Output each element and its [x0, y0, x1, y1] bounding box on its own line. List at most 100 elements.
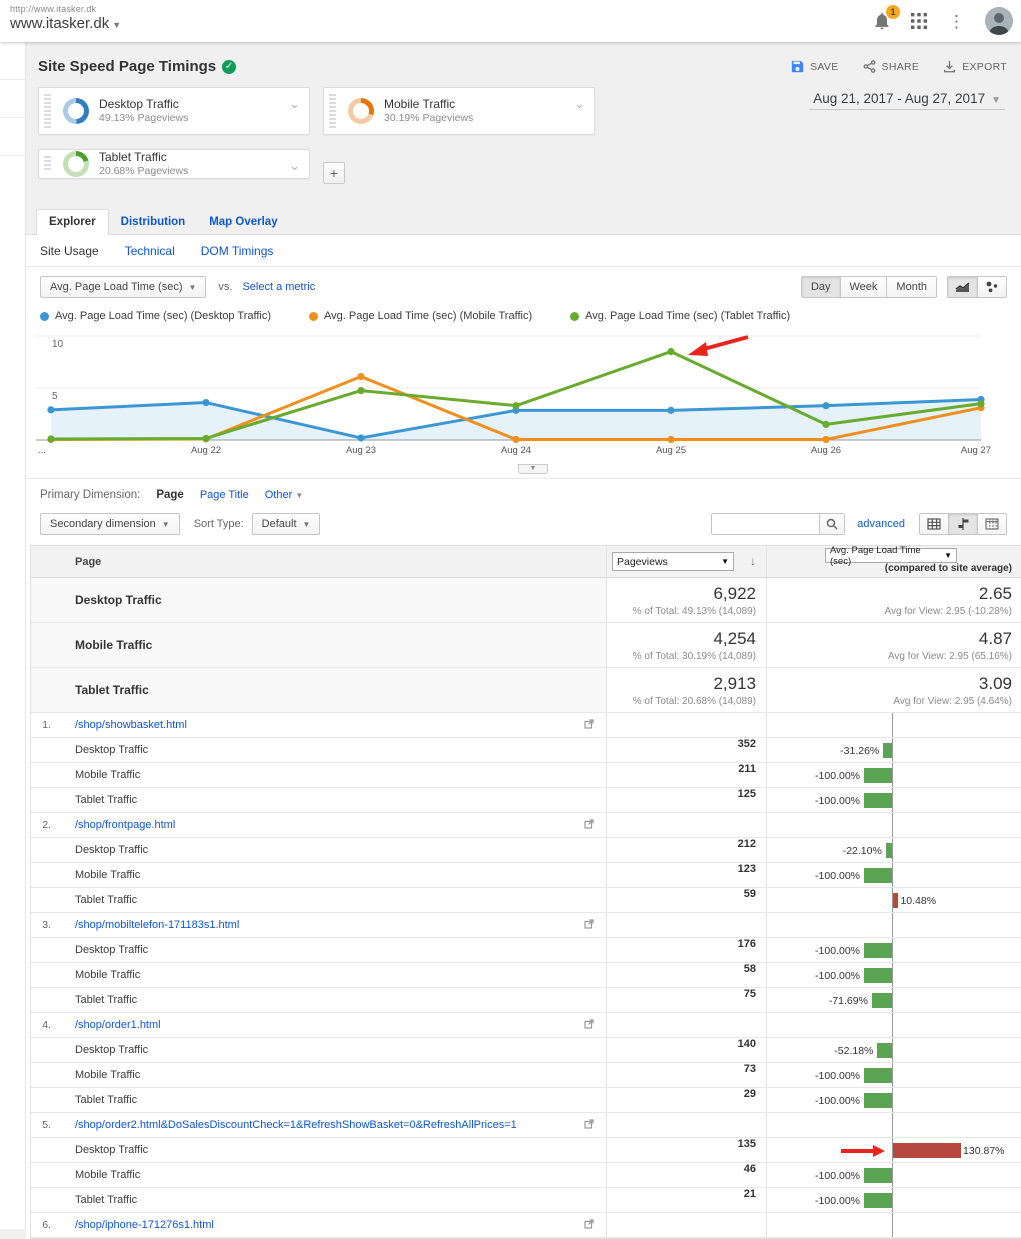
comparison-bar: [893, 1143, 961, 1158]
page-title: Site Speed Page Timings: [38, 58, 216, 75]
select-metric-link[interactable]: Select a metric: [242, 281, 315, 293]
sub-row-segment-name: Mobile Traffic: [57, 969, 606, 981]
line-chart-icon: [955, 281, 970, 293]
chevron-down-icon[interactable]: ⌄: [574, 96, 585, 112]
sub-row-segment-name: Tablet Traffic: [57, 794, 606, 806]
sub-row-segment-name: Tablet Traffic: [57, 994, 606, 1006]
pageviews-column-dropdown[interactable]: Pageviews▼: [612, 552, 734, 571]
save-button[interactable]: SAVE: [791, 60, 838, 73]
comparison-view-icon: [956, 518, 970, 530]
page-url-link[interactable]: /shop/mobiltelefon-171183s1.html: [57, 919, 606, 932]
advanced-filter-link[interactable]: advanced: [857, 518, 905, 530]
tab-distribution[interactable]: Distribution: [109, 210, 198, 235]
tab-map-overlay[interactable]: Map Overlay: [197, 210, 289, 235]
external-link-icon[interactable]: [584, 819, 594, 832]
granularity-day[interactable]: Day: [801, 276, 841, 298]
motion-chart-view-button[interactable]: [978, 276, 1007, 298]
account-selector[interactable]: www.itasker.dk▼: [10, 15, 121, 32]
sub-row-pageviews: 135: [607, 1138, 766, 1150]
comparison-percent: -100.00%: [815, 1195, 860, 1207]
table-search-input[interactable]: [711, 513, 819, 535]
external-link-icon[interactable]: [584, 919, 594, 932]
external-link-icon[interactable]: [584, 1119, 594, 1132]
drag-handle-icon[interactable]: [44, 156, 51, 172]
comparison-bar: [864, 943, 892, 958]
column-header-page[interactable]: Page: [57, 556, 606, 568]
comparison-view-button[interactable]: [949, 513, 978, 535]
summary-avg-load-time: 2.65: [767, 584, 1012, 604]
search-icon: [826, 518, 838, 530]
vs-label: vs.: [218, 281, 232, 293]
row-index: 3.: [31, 919, 57, 931]
chevron-down-icon: ▼: [112, 20, 121, 30]
dropdown-triangle-icon: ▼: [721, 557, 729, 566]
sub-row-segment-name: Desktop Traffic: [57, 744, 606, 756]
sub-row-segment-name: Tablet Traffic: [57, 1194, 606, 1206]
external-link-icon[interactable]: [584, 1219, 594, 1232]
timeline-expander[interactable]: ▼: [518, 464, 548, 474]
comparison-percent: -100.00%: [815, 1095, 860, 1107]
subtab-dom-timings[interactable]: DOM Timings: [201, 244, 274, 258]
sort-type-dropdown[interactable]: Default▼: [252, 513, 321, 535]
pivot-view-button[interactable]: [978, 513, 1007, 535]
page-url-link[interactable]: /shop/order1.html: [57, 1019, 606, 1032]
avatar[interactable]: [985, 7, 1013, 35]
line-chart-view-button[interactable]: [947, 276, 978, 298]
search-button[interactable]: [819, 513, 845, 535]
chevron-down-icon[interactable]: ⌄: [289, 96, 300, 112]
collapsed-sidebar[interactable]: [0, 42, 26, 1229]
segment-donut-icon: [348, 98, 374, 124]
secondary-dimension-button[interactable]: Secondary dimension▼: [40, 513, 180, 535]
page-url-link[interactable]: /shop/order2.html&DoSalesDiscountCheck=1…: [57, 1119, 606, 1132]
subtab-site-usage[interactable]: Site Usage: [40, 244, 99, 258]
dimension-page-title[interactable]: Page Title: [200, 489, 249, 501]
add-segment-button[interactable]: +: [323, 162, 345, 184]
metric-dropdown[interactable]: Avg. Page Load Time (sec)▼: [40, 276, 206, 298]
external-link-icon[interactable]: [584, 719, 594, 732]
comparison-bar: [864, 1093, 892, 1108]
subtab-technical[interactable]: Technical: [125, 244, 175, 258]
page-url-link[interactable]: /shop/iphone-171276s1.html: [57, 1219, 606, 1232]
data-table-view-button[interactable]: [919, 513, 949, 535]
page-row: 5./shop/order2.html&DoSalesDiscountCheck…: [31, 1113, 1021, 1138]
comparison-percent: -100.00%: [815, 970, 860, 982]
sub-row-segment-name: Desktop Traffic: [57, 1144, 606, 1156]
segment-subtitle: 20.68% Pageviews: [99, 165, 188, 178]
apps-grid-icon[interactable]: [910, 12, 928, 30]
external-link-icon[interactable]: [584, 1019, 594, 1032]
summary-segment-name: Desktop Traffic: [57, 578, 606, 622]
page-url-link[interactable]: /shop/showbasket.html: [57, 719, 606, 732]
explorer-panel: Site Usage Technical DOM Timings Avg. Page…: [26, 234, 1021, 1239]
comparison-bar: [893, 893, 898, 908]
drag-handle-icon[interactable]: [44, 94, 51, 128]
drag-handle-icon[interactable]: [329, 94, 336, 128]
dimension-other[interactable]: Other ▼: [265, 489, 304, 501]
date-range-selector[interactable]: Aug 21, 2017 - Aug 27, 2017▼: [809, 89, 1005, 110]
sub-row-segment-name: Mobile Traffic: [57, 769, 606, 781]
export-button[interactable]: EXPORT: [943, 60, 1007, 73]
sub-row-pageviews: 73: [607, 1063, 766, 1075]
granularity-month[interactable]: Month: [887, 276, 937, 298]
more-options-icon[interactable]: ⋮: [946, 13, 967, 30]
page-url-link[interactable]: /shop/frontpage.html: [57, 819, 606, 832]
metric-column-dropdown[interactable]: Avg. Page Load Time (sec)▼: [825, 548, 957, 563]
tab-explorer[interactable]: Explorer: [36, 209, 109, 235]
sub-row-pageviews: 125: [607, 788, 766, 800]
share-button[interactable]: SHARE: [863, 60, 920, 73]
granularity-week[interactable]: Week: [841, 276, 888, 298]
chevron-down-icon[interactable]: ⌄: [289, 158, 300, 174]
notifications-bell-icon[interactable]: 1: [872, 11, 892, 31]
dimension-page[interactable]: Page: [156, 489, 184, 501]
sort-direction-icon[interactable]: ↓: [750, 554, 756, 568]
chevron-down-icon: ▼: [162, 520, 170, 529]
